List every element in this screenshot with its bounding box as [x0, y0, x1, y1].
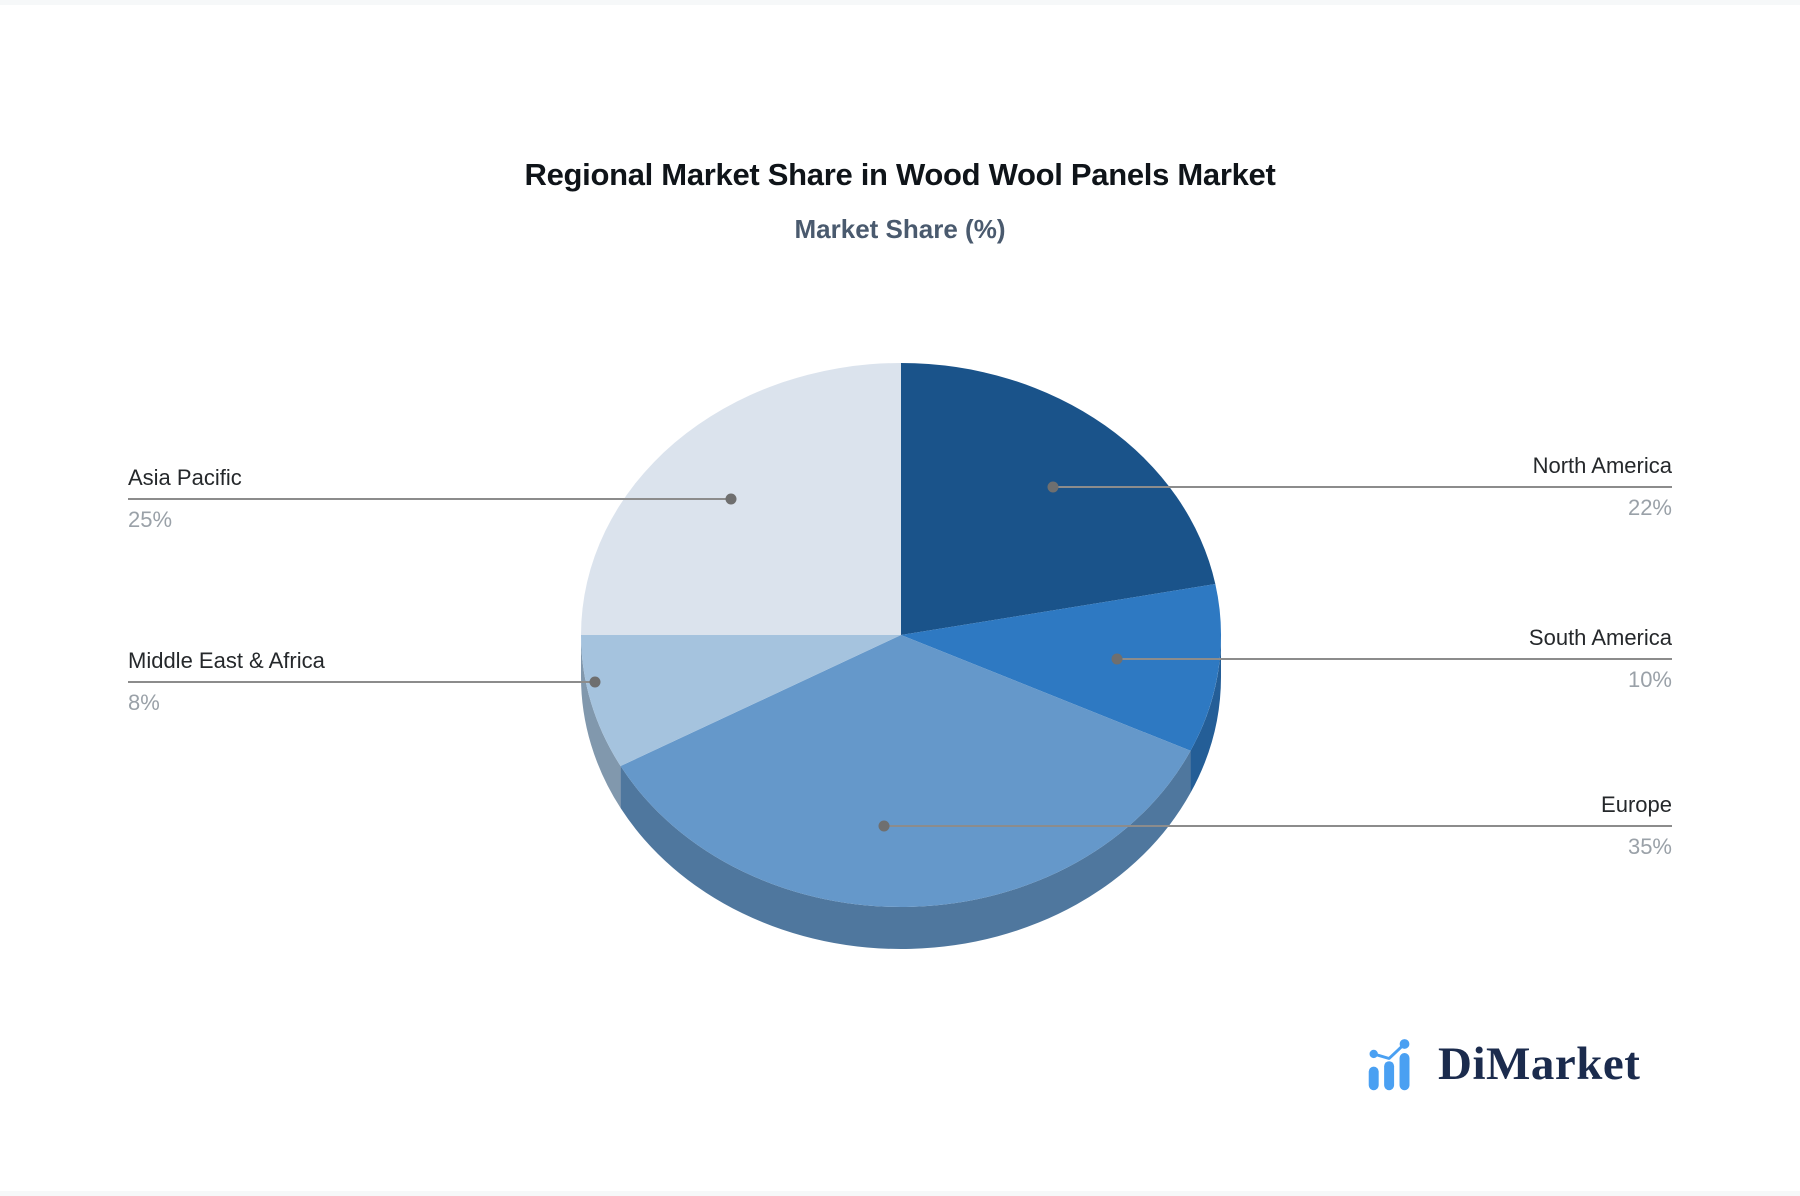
logo-bars [1368, 1053, 1410, 1091]
slice-percent: 10% [1627, 667, 1672, 692]
pie-slice [620, 635, 1191, 907]
label-north-america: North America 22% [1533, 451, 1672, 523]
chart-title: Regional Market Share in Wood Wool Panel… [524, 156, 1276, 192]
bottom-edge-strip [0, 1191, 1800, 1196]
label-middle-east-africa: Middle East & Africa 8% [128, 646, 325, 718]
label-europe: Europe 35% [1601, 790, 1672, 862]
top-edge-strip [0, 0, 1800, 5]
label-asia-pacific: Asia Pacific 25% [128, 463, 242, 535]
leader-dot [725, 493, 737, 505]
chart-subtitle: Market Share (%) [794, 213, 1006, 244]
pie-slice-side [620, 750, 1191, 949]
slice-name: South America [1528, 625, 1672, 650]
slice-percent: 8% [128, 690, 160, 715]
pie-slice-side [1190, 635, 1221, 793]
bar-chart-icon [1368, 1039, 1410, 1091]
slice-name: Asia Pacific [128, 465, 242, 490]
label-south-america: South America 10% [1529, 623, 1672, 695]
pie-slice-side [581, 635, 621, 809]
leader-dot [1111, 653, 1123, 665]
slice-percent: 35% [1627, 834, 1672, 859]
pie-slice [581, 363, 901, 635]
leader-dot [878, 820, 890, 832]
slice-name: Middle East & Africa [128, 648, 325, 673]
leader-dot [1047, 481, 1059, 493]
slice-percent: 25% [128, 507, 173, 532]
dimarket-logo: DiMarket [1366, 1034, 1640, 1092]
slice-percent: 22% [1627, 495, 1672, 520]
pie-slice [901, 584, 1221, 751]
slice-name: Europe [1601, 792, 1672, 817]
logo-text: DiMarket [1438, 1038, 1641, 1090]
leader-dot [589, 676, 601, 688]
pie-slice [901, 362, 1216, 635]
pie-slice [581, 635, 901, 767]
slice-name: North America [1532, 453, 1672, 478]
